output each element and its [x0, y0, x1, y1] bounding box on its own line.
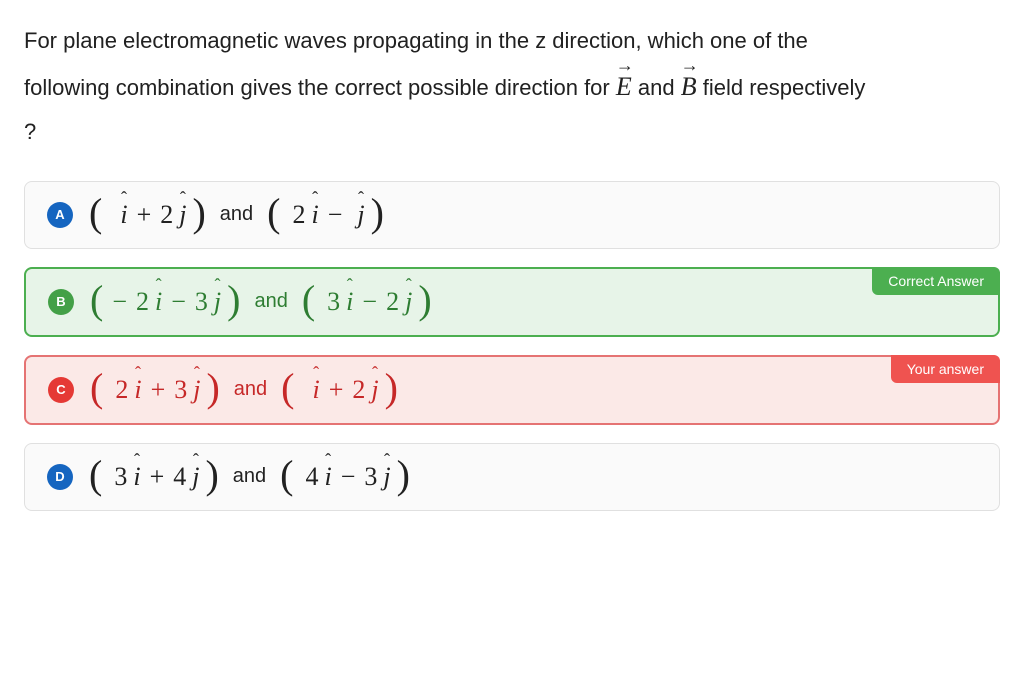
option-b-math: ( −2i − 3j ) and ( 3i − 2j ) — [90, 287, 432, 317]
vector-B: →B — [681, 62, 697, 111]
vector-E: →E — [616, 62, 632, 111]
your-answer-tag: Your answer — [891, 355, 1000, 383]
option-d-math: ( 3i + 4j ) and ( 4i − 3j ) — [89, 462, 410, 492]
option-c[interactable]: Your answer C ( 2i + 3j ) and ( i + 2j ) — [24, 355, 1000, 425]
option-a[interactable]: A ( i + 2j ) and ( 2i − j ) — [24, 181, 1000, 249]
option-a-math: ( i + 2j ) and ( 2i − j ) — [89, 200, 384, 230]
option-c-badge: C — [48, 377, 74, 403]
options-container: A ( i + 2j ) and ( 2i − j ) Correct Answ… — [24, 181, 1000, 511]
question-text: For plane electromagnetic waves propagat… — [24, 20, 1000, 153]
correct-answer-tag: Correct Answer — [872, 267, 1000, 295]
option-a-badge: A — [47, 202, 73, 228]
option-c-math: ( 2i + 3j ) and ( i + 2j ) — [90, 375, 398, 405]
option-d[interactable]: D ( 3i + 4j ) and ( 4i − 3j ) — [24, 443, 1000, 511]
option-d-badge: D — [47, 464, 73, 490]
option-b[interactable]: Correct Answer B ( −2i − 3j ) and ( 3i −… — [24, 267, 1000, 337]
option-b-badge: B — [48, 289, 74, 315]
question-mid: and — [638, 75, 681, 100]
question-line2a: following combination gives the correct … — [24, 75, 616, 100]
question-line2b: field respectively — [703, 75, 866, 100]
question-line3: ? — [24, 119, 36, 144]
